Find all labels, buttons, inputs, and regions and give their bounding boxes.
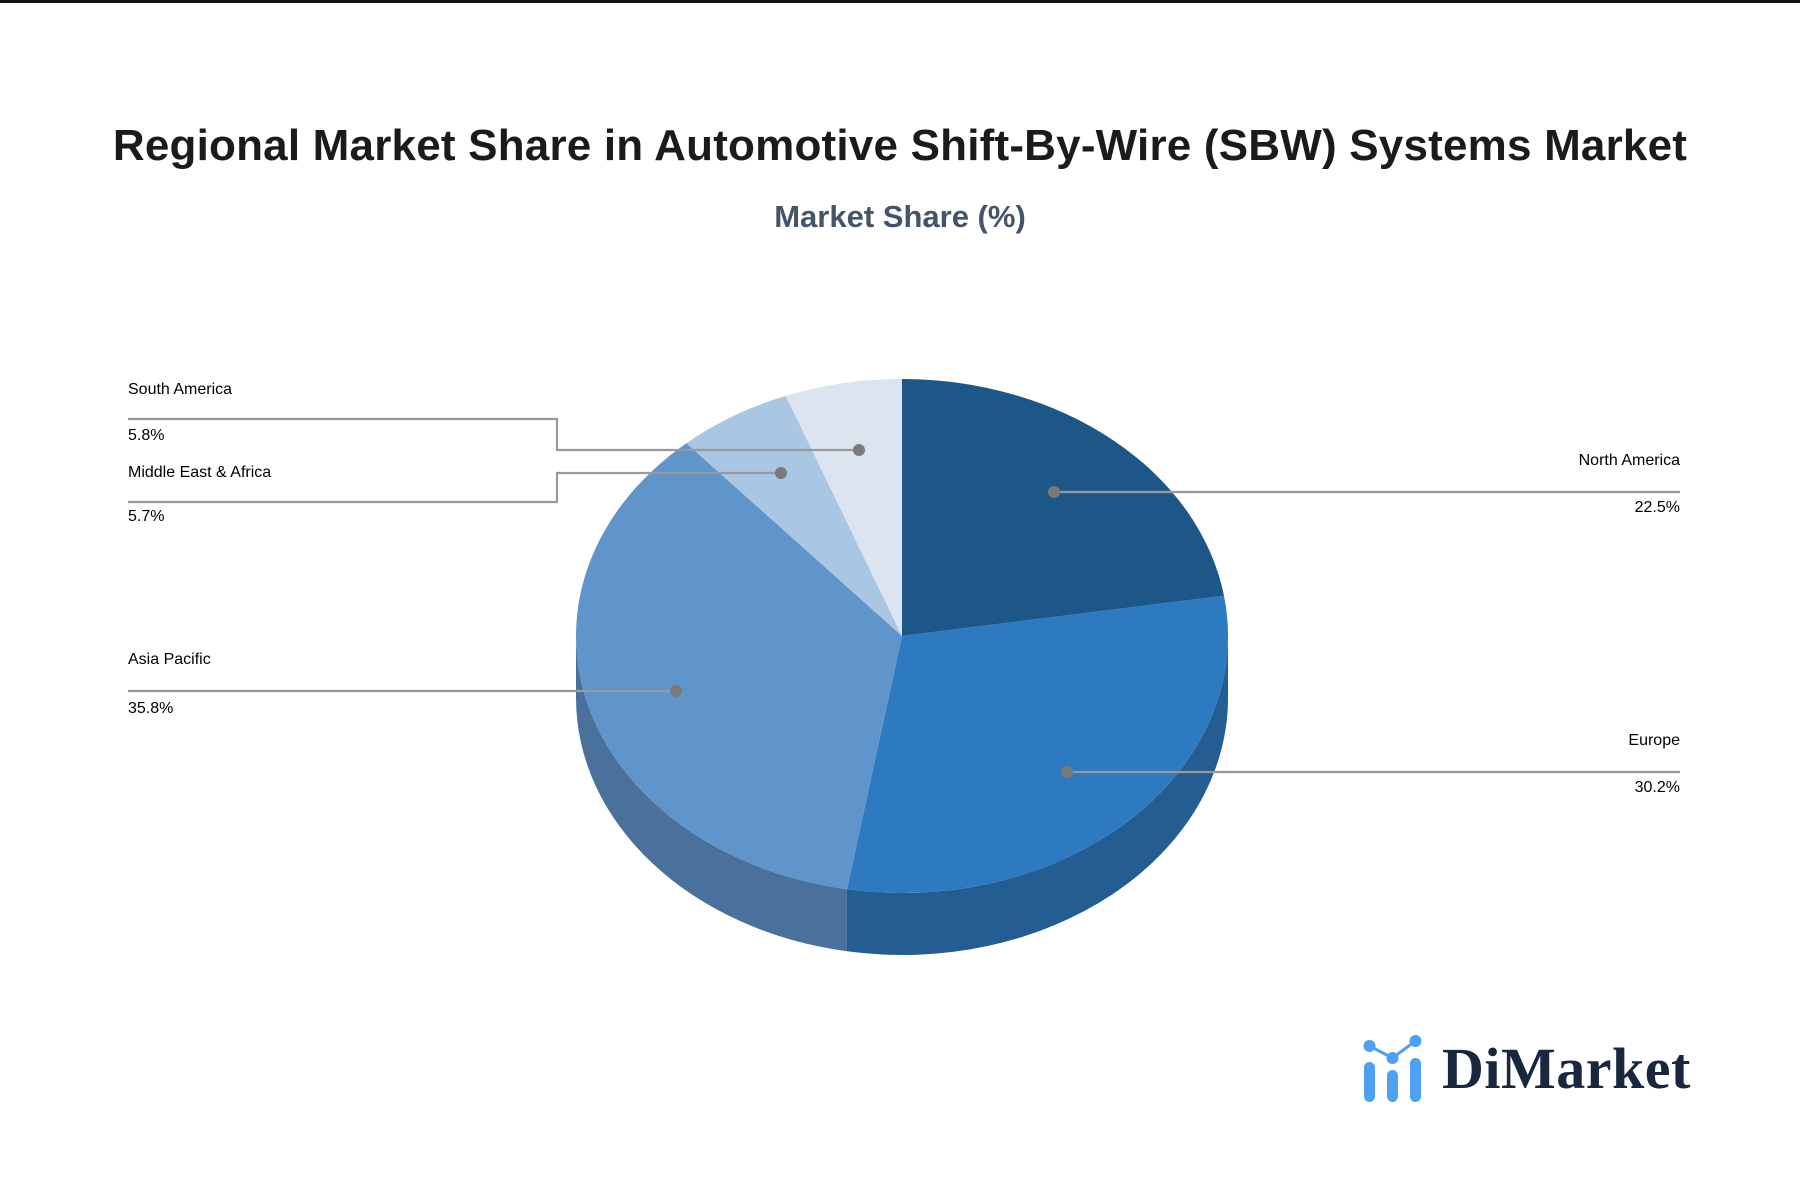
pie-slice-north-america[interactable] [902, 379, 1224, 636]
pie-slice-asia-pacific[interactable] [576, 443, 902, 890]
leader-line-south-america [128, 417, 859, 452]
leader-dot-middle-east-africa [775, 467, 787, 479]
value-middle-east-africa: 5.7% [128, 508, 165, 525]
value-asia-pacific: 35.8% [128, 700, 174, 717]
leader-dots [670, 444, 1073, 778]
label-middle-east-africa: Middle East & Africa [128, 464, 272, 481]
label-europe: Europe [1628, 732, 1680, 749]
brand-logo-text: DiMarket [1442, 1035, 1691, 1101]
leader-line-middle-east-africa [128, 471, 781, 504]
pie-slice-side-asia-pacific [576, 636, 847, 952]
brand-logo: DiMarket [1362, 1025, 1691, 1111]
chart-title: Regional Market Share in Automotive Shif… [112, 121, 1688, 170]
bar-line-chart-icon [1363, 1035, 1422, 1102]
pie-slice-middle-east-africa[interactable] [686, 395, 902, 636]
value-south-america: 5.8% [128, 427, 165, 444]
value-europe: 30.2% [1634, 779, 1680, 796]
pie-slice-south-america[interactable] [785, 379, 902, 636]
leader-dot-north-america [1048, 486, 1060, 498]
label-north-america: North America [1578, 452, 1680, 469]
leader-dot-europe [1061, 766, 1073, 778]
leader-lines [128, 417, 1680, 774]
pie-chart [128, 379, 1680, 955]
pie-slice-side-europe [846, 636, 1228, 955]
label-south-america: South America [128, 381, 233, 398]
leader-dot-south-america [853, 444, 865, 456]
leader-dot-asia-pacific [670, 685, 682, 697]
pie-slice-europe[interactable] [846, 595, 1229, 893]
label-asia-pacific: Asia Pacific [128, 651, 211, 668]
value-north-america: 22.5% [1634, 499, 1680, 516]
chart-subtitle: Market Share (%) [774, 199, 1026, 234]
